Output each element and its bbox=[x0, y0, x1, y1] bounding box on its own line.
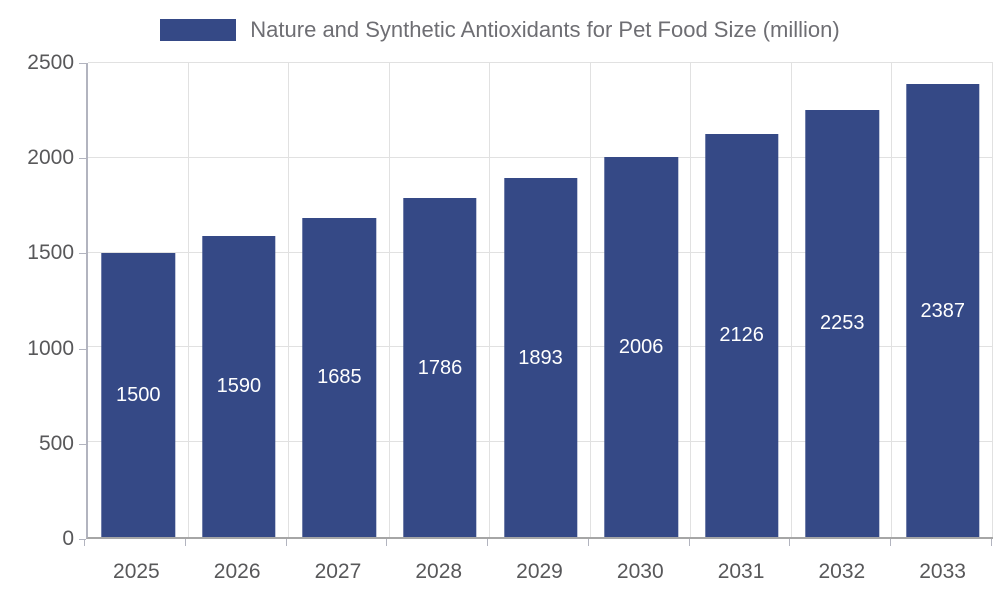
y-tick-mark bbox=[79, 443, 86, 445]
bar-slot-2029: 1893 bbox=[490, 63, 591, 537]
x-tick-mark bbox=[789, 539, 791, 546]
bar-slot-2030: 2006 bbox=[591, 63, 692, 537]
bar-slot-2026: 1590 bbox=[189, 63, 290, 537]
bar-2030[interactable]: 2006 bbox=[604, 156, 678, 537]
gridline-vertical bbox=[790, 63, 792, 537]
bar-slot-2025: 1500 bbox=[88, 63, 189, 537]
x-tick-label: 2032 bbox=[818, 560, 866, 583]
gridline-vertical bbox=[891, 63, 893, 537]
bar-value-label: 1893 bbox=[518, 346, 563, 369]
gridline-vertical bbox=[388, 63, 390, 537]
x-tick-mark bbox=[688, 539, 690, 546]
plot-area: 1500 1590 1685 1786 1893 2006 2126 2253 2387 bbox=[86, 62, 993, 539]
y-tick-mark bbox=[79, 348, 86, 350]
bar-2027[interactable]: 1685 bbox=[302, 217, 377, 537]
x-tick-label: 2026 bbox=[213, 560, 261, 583]
bar-value-label: 2006 bbox=[618, 335, 664, 358]
bar-slot-2028: 1786 bbox=[390, 63, 491, 537]
bar-2032[interactable]: 2253 bbox=[805, 109, 879, 537]
gridline-vertical bbox=[187, 63, 189, 537]
legend-swatch bbox=[160, 19, 237, 41]
gridline-horizontal bbox=[88, 156, 993, 158]
x-tick-mark bbox=[285, 539, 287, 546]
bar-2033[interactable]: 2387 bbox=[906, 84, 980, 537]
bars-container: 1500 1590 1685 1786 1893 2006 2126 2253 2387 bbox=[88, 63, 993, 537]
bar-value-label: 2387 bbox=[920, 299, 966, 322]
bar-value-label: 2126 bbox=[719, 324, 764, 347]
x-tick-mark bbox=[84, 539, 85, 546]
y-tick-mark bbox=[79, 158, 86, 160]
bar-slot-2031: 2126 bbox=[691, 63, 792, 537]
y-tick-mark bbox=[79, 63, 86, 64]
x-tick-mark bbox=[487, 539, 489, 546]
gridline-vertical bbox=[489, 63, 491, 537]
gridline-horizontal bbox=[88, 62, 993, 63]
bar-2028[interactable]: 1786 bbox=[403, 198, 477, 537]
x-tick-mark bbox=[890, 539, 892, 546]
bar-value-label: 1786 bbox=[417, 356, 463, 379]
y-tick-mark bbox=[79, 539, 86, 540]
x-tick-label: 2030 bbox=[616, 560, 664, 583]
y-tick-label: 2500 bbox=[27, 51, 74, 74]
gridline-vertical bbox=[992, 63, 993, 537]
bar-2029[interactable]: 1893 bbox=[503, 178, 578, 537]
x-tick-label: 2028 bbox=[415, 560, 463, 583]
x-tick-label: 2033 bbox=[919, 560, 966, 583]
bar-2025[interactable]: 1500 bbox=[101, 252, 175, 537]
gridline-vertical bbox=[288, 63, 290, 537]
y-tick-mark bbox=[79, 253, 86, 255]
y-tick-label: 0 bbox=[62, 527, 74, 550]
gridline-vertical bbox=[690, 63, 692, 537]
y-tick-label: 2000 bbox=[27, 146, 74, 170]
y-tick-label: 500 bbox=[38, 431, 74, 455]
bar-value-label: 1685 bbox=[317, 366, 362, 389]
y-tick-label: 1500 bbox=[27, 241, 74, 265]
bar-slot-2033: 2387 bbox=[893, 63, 994, 537]
y-tick-label: 1000 bbox=[27, 336, 74, 360]
x-tick-label: 2025 bbox=[113, 560, 160, 583]
chart-legend[interactable]: Nature and Synthetic Antioxidants for Pe… bbox=[0, 17, 1000, 43]
bar-value-label: 1590 bbox=[216, 375, 262, 398]
gridline-vertical bbox=[589, 63, 591, 537]
x-tick-mark bbox=[386, 539, 388, 546]
bar-2031[interactable]: 2126 bbox=[704, 133, 779, 537]
x-tick-mark bbox=[184, 539, 186, 546]
x-tick-mark bbox=[991, 539, 992, 546]
x-tick-label: 2027 bbox=[314, 560, 362, 583]
bar-slot-2032: 2253 bbox=[792, 63, 893, 537]
x-tick-label: 2029 bbox=[516, 560, 563, 583]
x-tick-mark bbox=[587, 539, 589, 546]
bar-value-label: 1500 bbox=[116, 383, 161, 406]
x-tick-label: 2031 bbox=[717, 560, 765, 583]
legend-label: Nature and Synthetic Antioxidants for Pe… bbox=[250, 17, 840, 42]
bar-slot-2027: 1685 bbox=[289, 63, 390, 537]
bar-value-label: 2253 bbox=[819, 312, 865, 335]
bar-2026[interactable]: 1590 bbox=[202, 235, 276, 537]
